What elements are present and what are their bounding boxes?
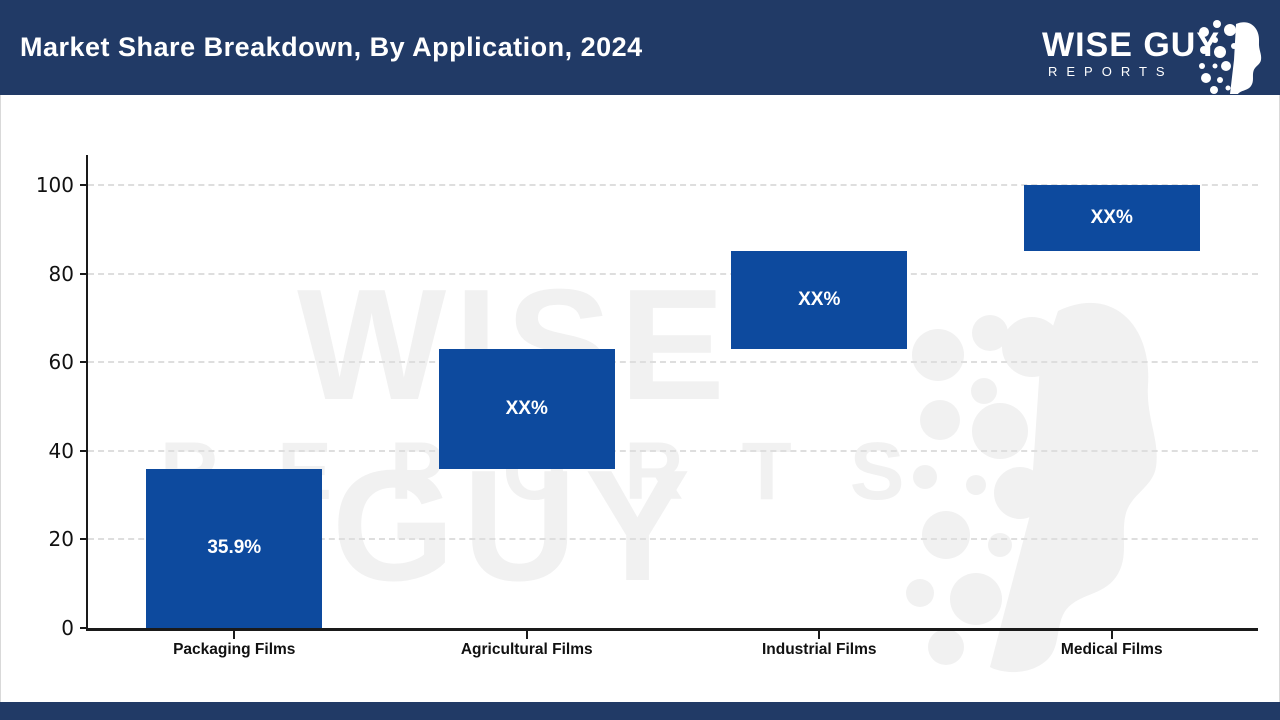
- logo-reports-text: REPORTS: [1048, 64, 1174, 79]
- footer-bar: [0, 702, 1280, 720]
- y-tick-label: 100: [35, 173, 74, 197]
- x-category-label: Packaging Films: [173, 641, 296, 658]
- logo-head-icon: [1199, 20, 1262, 94]
- x-axis: [86, 628, 1258, 631]
- x-tick: [818, 631, 821, 639]
- bar-value-label: XX%: [505, 397, 548, 419]
- bar-value-label: 35.9%: [207, 537, 262, 559]
- y-tick-100: [80, 184, 88, 186]
- gridline-100: [88, 184, 1258, 186]
- chart-title: Market Share Breakdown, By Application, …: [20, 32, 643, 62]
- x-tick: [233, 631, 236, 639]
- logo-wiseguy-text: WISE GUY: [1042, 26, 1221, 64]
- bar-segment: XX%: [1023, 185, 1200, 252]
- gridline-60: [88, 361, 1258, 364]
- x-tick: [525, 631, 528, 639]
- bar-value-label: XX%: [798, 289, 841, 311]
- y-tick-label: 0: [61, 616, 74, 640]
- gridline-20: [88, 538, 1258, 541]
- bar-segment: XX%: [731, 251, 908, 349]
- y-tick-label: 60: [48, 350, 74, 375]
- y-tick-60: [80, 361, 88, 364]
- y-tick-80: [80, 272, 88, 275]
- x-category-label: Agricultural Films: [460, 641, 593, 658]
- y-axis: [86, 155, 88, 630]
- gridline-40: [88, 449, 1258, 452]
- bar-segment: XX%: [438, 348, 615, 469]
- y-tick-40: [80, 449, 88, 452]
- wise-guy-reports-logo: WISE GUY REPORTS: [1012, 8, 1262, 94]
- y-tick-0: [80, 627, 88, 629]
- x-tick: [1110, 631, 1113, 639]
- bar-segment: 35.9%: [146, 468, 323, 628]
- y-tick-label: 40: [48, 438, 74, 463]
- header-bar: Market Share Breakdown, By Application, …: [0, 0, 1280, 95]
- x-category-label: Medical Films: [1060, 641, 1163, 658]
- gridline-80: [88, 272, 1258, 275]
- y-tick-label: 80: [48, 261, 74, 286]
- bar-value-label: XX%: [1090, 207, 1133, 229]
- y-tick-label: 20: [48, 527, 74, 552]
- x-category-label: Industrial Films: [761, 641, 877, 658]
- y-tick-20: [80, 538, 88, 541]
